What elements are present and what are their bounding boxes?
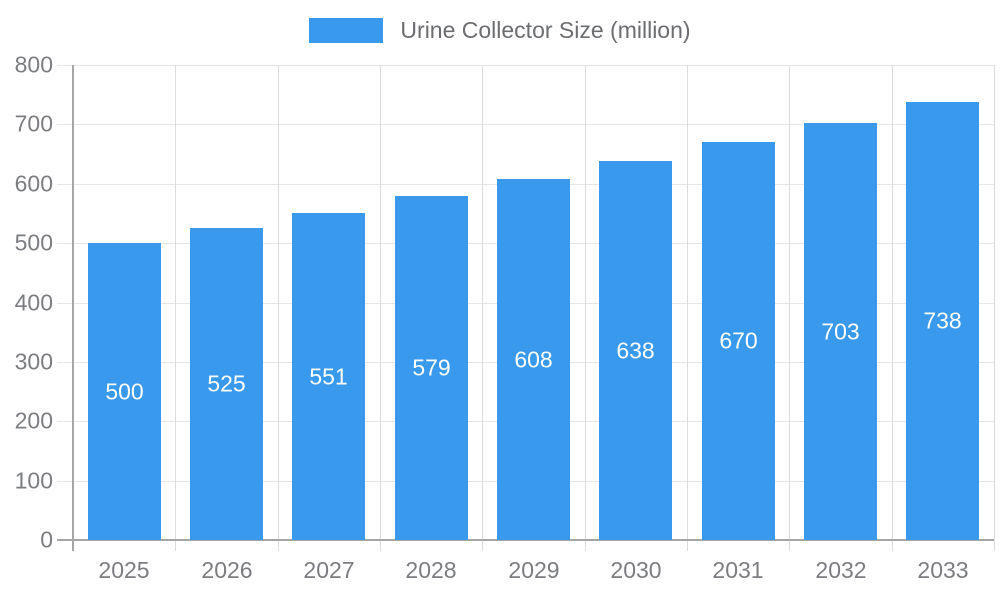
y-tick-label: 200 (14, 407, 53, 434)
v-gridline (892, 65, 893, 551)
legend-swatch (309, 18, 384, 43)
x-tick-label: 2033 (917, 557, 969, 583)
x-tick-label: 2027 (303, 557, 355, 583)
x-tick-label: 2026 (201, 557, 253, 583)
y-tick-label: 500 (14, 229, 53, 256)
y-tick-label: 300 (14, 348, 53, 375)
bar-2032[interactable]: 703 (804, 123, 877, 540)
y-tick-label: 400 (14, 289, 53, 316)
v-gridline (175, 65, 176, 551)
y-tick-label: 600 (14, 170, 53, 197)
h-gridline (57, 124, 994, 125)
x-tick-label: 2030 (610, 557, 662, 583)
h-gridline (57, 65, 994, 66)
x-tick-label: 2031 (712, 557, 764, 583)
v-gridline (994, 65, 995, 551)
v-gridline (789, 65, 790, 551)
x-axis-line (57, 539, 994, 541)
bar-value-label: 551 (309, 363, 348, 389)
y-tick-label: 100 (14, 467, 53, 494)
chart-legend: Urine Collector Size (million) (0, 18, 1000, 43)
v-gridline (482, 65, 483, 551)
bar-value-label: 608 (514, 346, 553, 372)
x-tick-label: 2029 (508, 557, 560, 583)
v-gridline (278, 65, 279, 551)
bar-2025[interactable]: 500 (88, 243, 161, 540)
bar-value-label: 670 (719, 327, 758, 354)
y-tick-label: 700 (14, 110, 53, 137)
bar-value-label: 638 (616, 337, 655, 363)
bar-2028[interactable]: 579 (395, 196, 468, 540)
bar-value-label: 525 (207, 370, 246, 397)
v-gridline (687, 65, 688, 551)
x-tick-label: 2032 (815, 557, 867, 583)
y-tick-label: 0 (40, 526, 53, 553)
v-gridline (380, 65, 381, 551)
legend-item-urine-collector-size[interactable]: Urine Collector Size (million) (309, 17, 691, 43)
bar-value-label: 703 (821, 318, 860, 344)
x-tick-label: 2028 (405, 557, 457, 583)
bar-2033[interactable]: 738 (906, 102, 979, 540)
bar-2029[interactable]: 608 (497, 179, 570, 540)
bar-value-label: 579 (412, 354, 451, 381)
bar-2030[interactable]: 638 (599, 161, 672, 540)
legend-label: Urine Collector Size (million) (400, 17, 691, 43)
y-tick-label: 800 (14, 51, 53, 78)
bar-2027[interactable]: 551 (292, 213, 365, 540)
v-gridline (585, 65, 586, 551)
bar-value-label: 500 (105, 378, 144, 404)
x-tick-label: 2025 (98, 557, 150, 583)
bar-2031[interactable]: 670 (702, 142, 775, 540)
bar-value-label: 738 (923, 307, 962, 334)
bar-2026[interactable]: 525 (190, 228, 263, 540)
y-axis-line (72, 65, 74, 551)
